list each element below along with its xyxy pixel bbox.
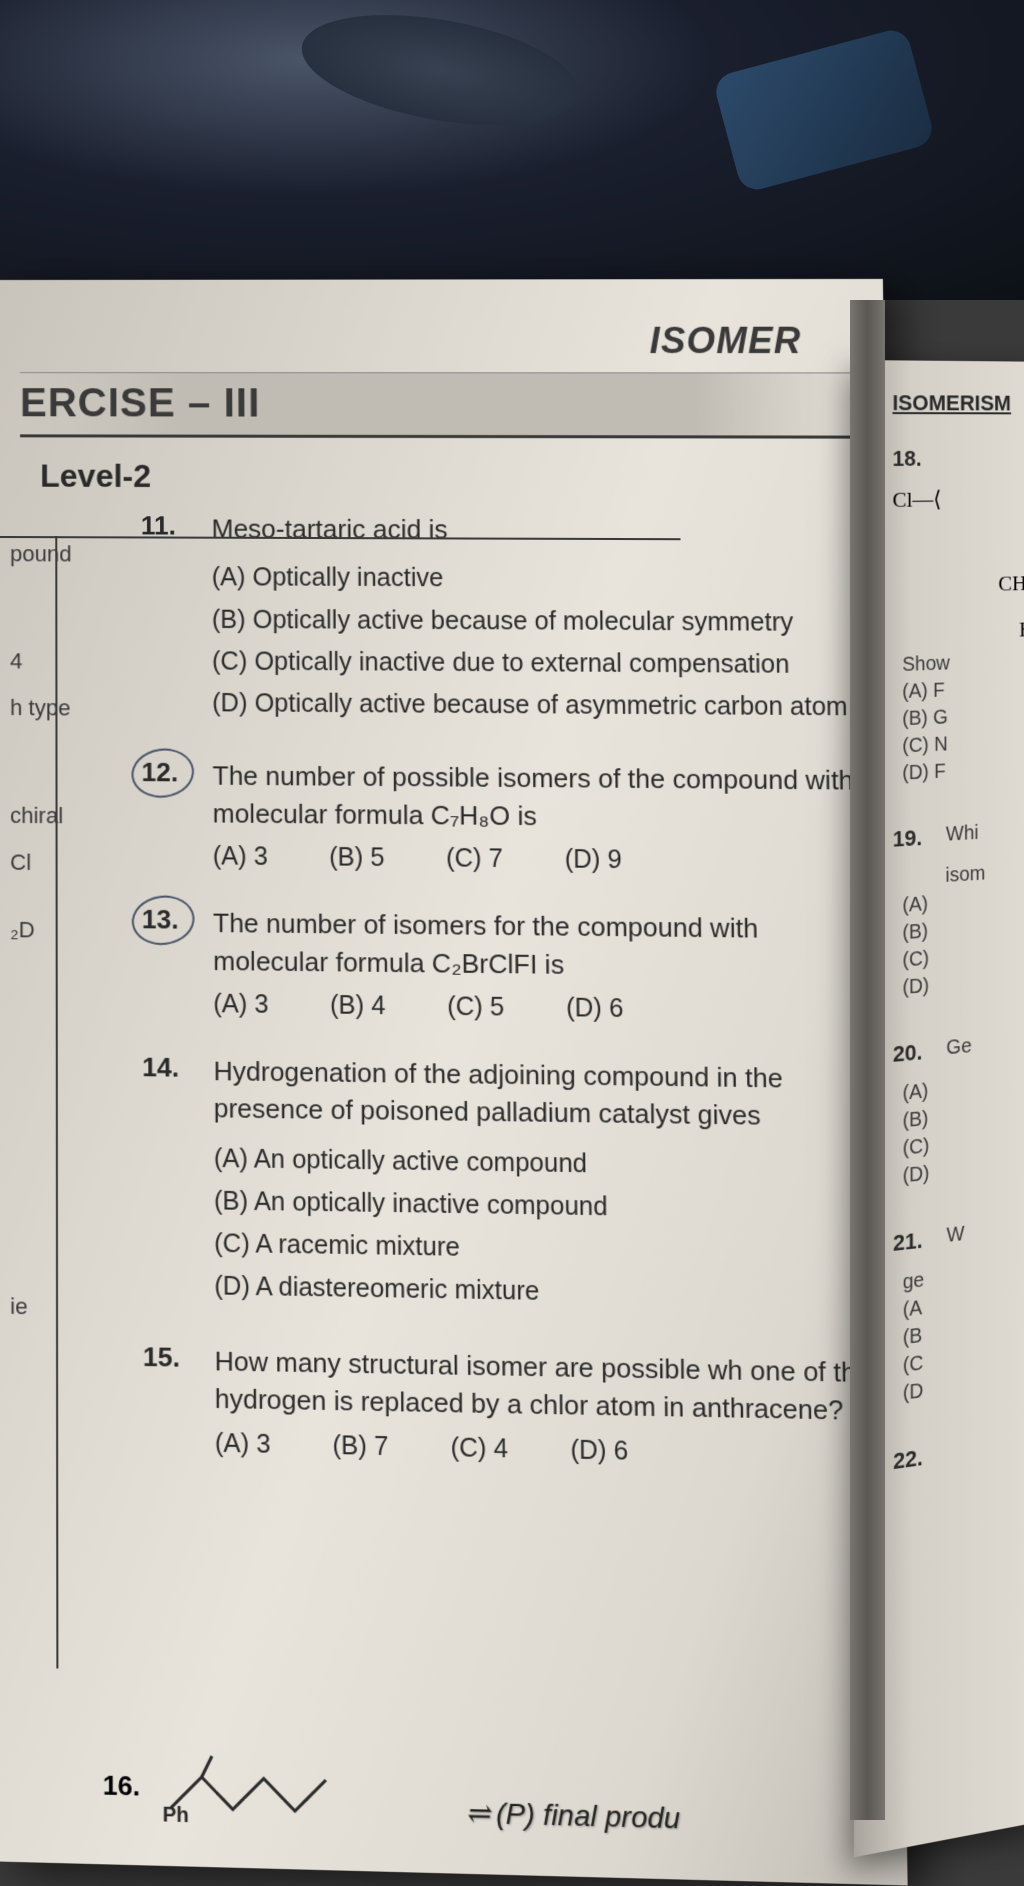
option-a: (A) F bbox=[902, 677, 1024, 705]
question-text: Hydrogenation of the adjoining compound … bbox=[213, 1052, 875, 1136]
option-a: (A) 3 bbox=[215, 1428, 271, 1459]
molecule-fragment: CH₃ bbox=[893, 571, 1024, 600]
question-14: 14. Hydrogenation of the adjoining compo… bbox=[142, 1051, 878, 1319]
exercise-title: ERCISE – III bbox=[20, 372, 865, 439]
question-12: 12. The number of possible isomers of th… bbox=[141, 757, 871, 878]
option-d: (D) Optically active because of asymmetr… bbox=[212, 683, 869, 729]
options-list: (A) Optically inactive (B) Optically act… bbox=[212, 557, 869, 729]
left-page: ISOMER ERCISE – III Level-2 pound 4 h ty… bbox=[0, 279, 908, 1886]
question-21-partial: 21. W ge (A (B (C (D bbox=[893, 1215, 1024, 1407]
question-number: 11. bbox=[141, 510, 192, 541]
option-d: (D) F bbox=[902, 757, 1024, 786]
option-b: (B) 4 bbox=[330, 991, 386, 1022]
right-page-header: ISOMERISM bbox=[892, 390, 1024, 416]
option-a: (A) Optically inactive bbox=[212, 557, 867, 602]
svg-text:Ph: Ph bbox=[163, 1803, 189, 1827]
question-11: 11. Meso-tartaric acid is (A) Optically … bbox=[141, 510, 869, 729]
book-spine bbox=[850, 300, 885, 1820]
option-c: (C) 5 bbox=[447, 992, 504, 1023]
show-label: Show bbox=[902, 650, 1024, 677]
side-label: 4 bbox=[10, 648, 121, 675]
option-b: (B) 5 bbox=[329, 843, 385, 873]
option-c: (C) bbox=[902, 940, 1024, 973]
option-c: (C) 4 bbox=[450, 1433, 508, 1465]
option-d: (D) 9 bbox=[565, 845, 623, 875]
side-label: chiral bbox=[10, 802, 121, 829]
side-label: pound bbox=[10, 541, 121, 568]
option-c: (C) N bbox=[902, 730, 1024, 759]
option-c: (C) Optically inactive due to external c… bbox=[212, 641, 868, 687]
side-label: ie bbox=[10, 1293, 122, 1322]
question-number: 13. bbox=[142, 904, 193, 936]
options-list: (A) 3 (B) 7 (C) 4 (D) 6 bbox=[215, 1428, 880, 1471]
option-b: (B) Optically active because of molecula… bbox=[212, 599, 868, 644]
question-number: 15. bbox=[143, 1341, 194, 1374]
options-list: (A) An optically active compound (B) An … bbox=[214, 1138, 878, 1320]
question-15: 15. How many structural isomer are possi… bbox=[143, 1341, 880, 1472]
question-18-partial: 18. Cl—⟨ CH₃ H Show (A) F (B) G (C) N (D… bbox=[892, 446, 1024, 787]
side-column: pound 4 h type chiral Cl ₂D ie bbox=[10, 541, 122, 1343]
side-label: Cl bbox=[10, 849, 121, 877]
option-a: (A) 3 bbox=[213, 990, 268, 1020]
option-d: (D) 6 bbox=[566, 993, 624, 1024]
option-b: (B) bbox=[902, 913, 1024, 945]
option-d: (D) bbox=[903, 967, 1024, 1000]
question-16: 16. Ph bbox=[103, 1748, 347, 1828]
option-c: (C) 7 bbox=[446, 844, 503, 874]
question-20-partial: 20. Ge (A) (B) (C) (D) bbox=[893, 1030, 1024, 1190]
options-list: (A) 3 (B) 4 (C) 5 (D) 6 bbox=[213, 990, 873, 1028]
question-13: 13. The number of isomers for the compou… bbox=[142, 904, 874, 1027]
question-22-partial: 22. bbox=[893, 1429, 1024, 1476]
side-label: ₂D bbox=[10, 917, 121, 945]
option-d: (D) 6 bbox=[570, 1435, 628, 1467]
molecule-fragment: Cl—⟨ bbox=[893, 486, 1024, 513]
option-a: (A) 3 bbox=[213, 842, 268, 872]
options-list: (A) 3 (B) 5 (C) 7 (D) 9 bbox=[213, 842, 872, 878]
option-b: (B) G bbox=[902, 703, 1024, 731]
page-header-partial: ISOMER bbox=[140, 320, 863, 363]
molecule-fragment: H bbox=[893, 616, 1024, 646]
option-a: (A) bbox=[902, 887, 1024, 919]
question-text: Meso-tartaric acid is bbox=[211, 510, 866, 549]
photo-background bbox=[0, 0, 1024, 300]
question-19-partial: 19. Whi isom (A) (B) (C) (D) bbox=[893, 819, 1024, 1001]
question-number: 12. bbox=[141, 757, 192, 789]
question-number: 14. bbox=[142, 1051, 193, 1084]
question-text: The number of possible isomers of the co… bbox=[212, 758, 870, 838]
question-number: 16. bbox=[103, 1769, 140, 1803]
question-text: How many structural isomer are possible … bbox=[215, 1342, 880, 1430]
final-product-label: ⇌ (P) final produ bbox=[465, 1795, 680, 1837]
question-text: The number of isomers for the compound w… bbox=[213, 905, 873, 987]
side-label: h type bbox=[10, 695, 121, 722]
molecule-structure-icon: Ph bbox=[161, 1750, 348, 1829]
option-b: (B) 7 bbox=[332, 1430, 388, 1461]
level-label: Level-2 bbox=[40, 458, 865, 497]
option-d: (D) A diastereomeric mixture bbox=[214, 1266, 878, 1320]
